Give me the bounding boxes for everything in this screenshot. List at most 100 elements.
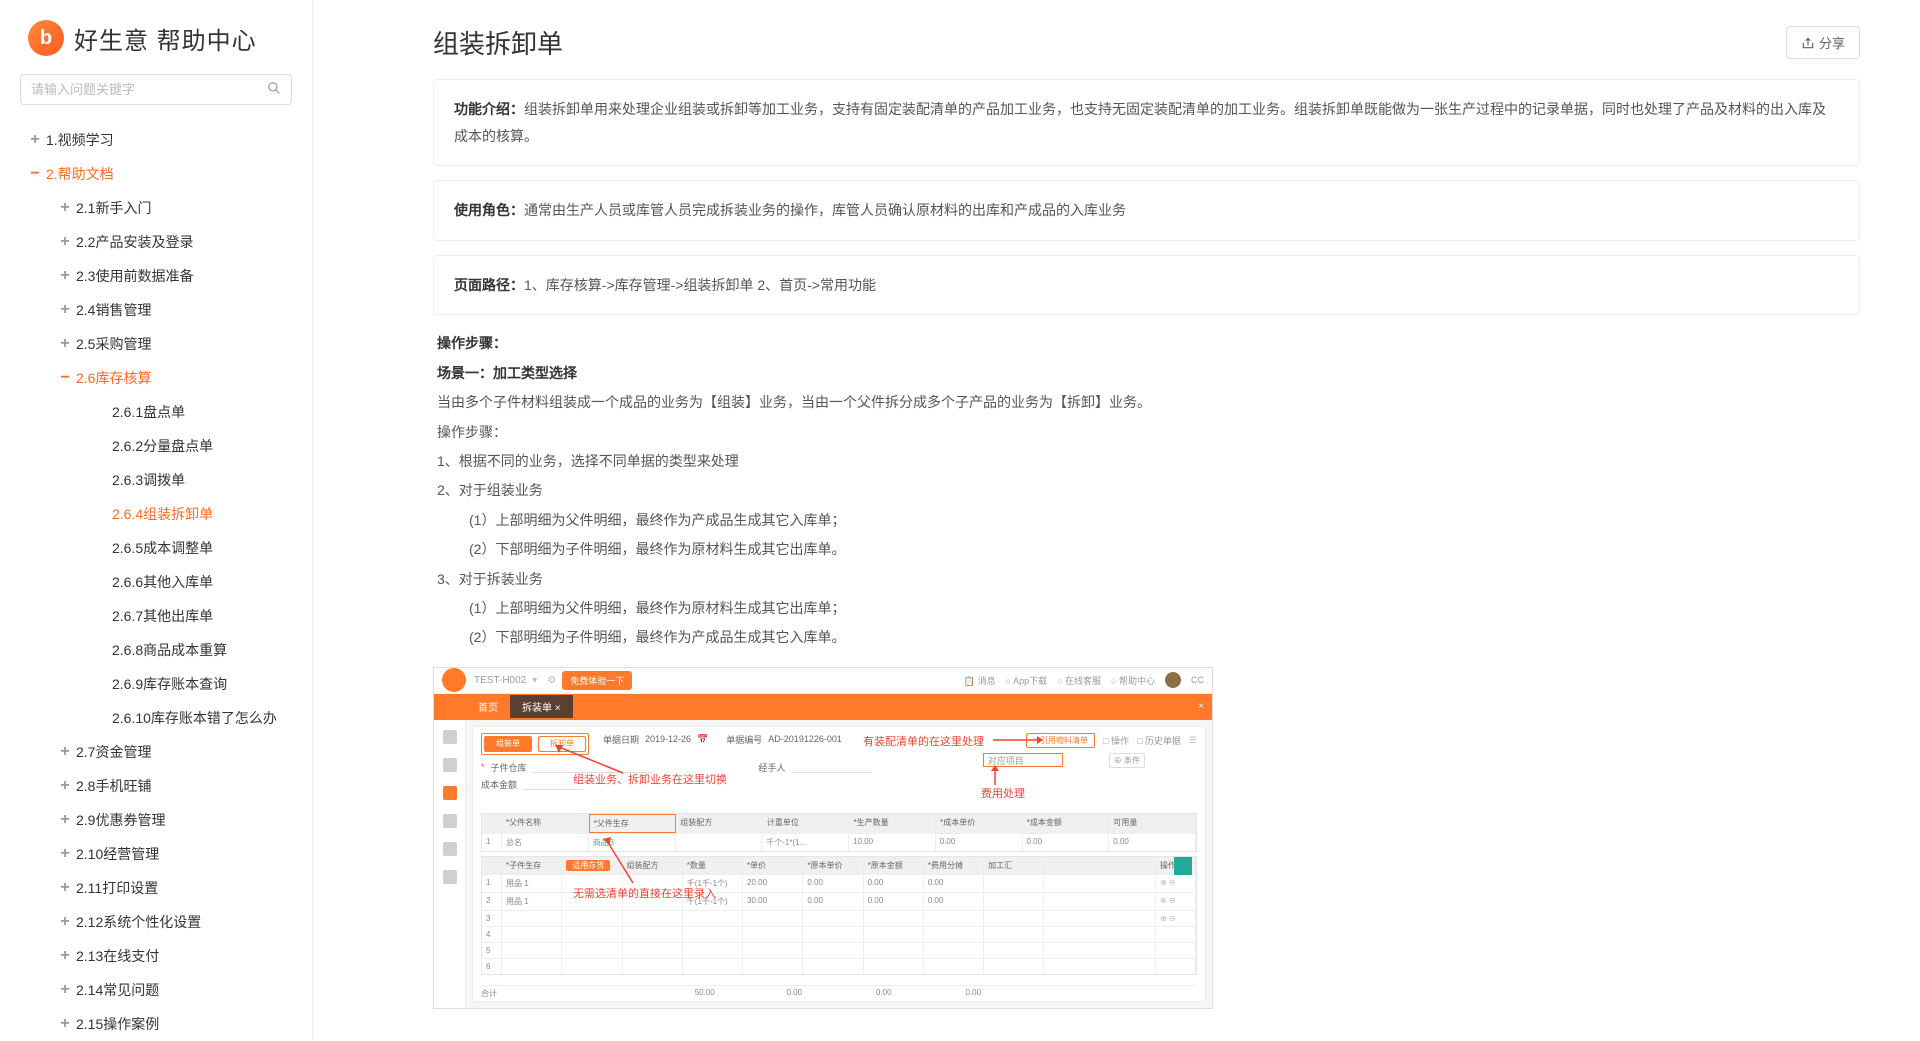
- nav-item-2-15[interactable]: +2.15操作案例: [50, 1007, 302, 1041]
- ss-tabbar: 首页 拆装单 × ×: [434, 694, 1212, 720]
- plus-icon: +: [54, 335, 76, 353]
- ss-tab-home: 首页: [466, 695, 510, 718]
- ss-top-links: 📋 消息 ○ App下载 ○ 在线客服 ○ 帮助中心 CC: [964, 672, 1204, 688]
- plus-icon: +: [54, 845, 76, 863]
- nav-leaf-2-6-2[interactable]: 2.6.2分量盘点单: [50, 429, 302, 463]
- nav-item-2-8[interactable]: +2.8手机旺铺: [50, 769, 302, 803]
- search-input[interactable]: [31, 82, 267, 97]
- nav-leaf-2-6-4[interactable]: 2.6.4组装拆卸单: [50, 497, 302, 531]
- ss-nav-icon: [443, 814, 457, 828]
- nav-item-2-14[interactable]: +2.14常见问题: [50, 973, 302, 1007]
- ss-try-button: 免费体验一下: [562, 671, 632, 690]
- step-3: 3、对于拆装业务: [437, 565, 1856, 594]
- nav-item-docs[interactable]: −2.帮助文档: [20, 157, 302, 191]
- nav-item-2-10[interactable]: +2.10经营管理: [50, 837, 302, 871]
- intro-label: 功能介绍：: [454, 101, 524, 117]
- nav-item-2-5[interactable]: +2.5采购管理: [50, 327, 302, 361]
- ss-tab-doc: 拆装单 ×: [510, 695, 573, 718]
- brand-logo-icon: b: [28, 20, 64, 56]
- plus-icon: +: [54, 301, 76, 319]
- nav-label: 2.10经营管理: [76, 844, 159, 864]
- role-box: 使用角色：通常由生产人员或库管人员完成拆装业务的操作，库管人员确认原材料的出库和…: [433, 180, 1860, 241]
- step-2-1: (1）上部明细为父件明细，最终作为产成品生成其它入库单；: [437, 506, 1856, 535]
- nav: +1.视频学习 −2.帮助文档 +2.1新手入门 +2.2产品安装及登录 +2.…: [20, 123, 312, 1041]
- nav-item-2-11[interactable]: +2.11打印设置: [50, 871, 302, 905]
- step-1: 1、根据不同的业务，选择不同单据的类型来处理: [437, 447, 1856, 476]
- plus-icon: +: [54, 981, 76, 999]
- minus-icon: −: [24, 165, 46, 183]
- ss-date-val: 2019-12-26: [645, 734, 691, 744]
- brand: b 好生意 帮助中心: [20, 20, 312, 56]
- nav-label: 1.视频学习: [46, 130, 114, 150]
- plus-icon: +: [54, 1015, 76, 1033]
- nav-label: 2.12系统个性化设置: [76, 912, 201, 932]
- nav-label: 2.11打印设置: [76, 878, 158, 898]
- role-label: 使用角色：: [454, 202, 524, 218]
- nav-leaf-2-6-8[interactable]: 2.6.8商品成本重算: [50, 633, 302, 667]
- plus-icon: +: [54, 743, 76, 761]
- nav-leaf-2-6-6[interactable]: 2.6.6其他入库单: [50, 565, 302, 599]
- plus-icon: +: [54, 811, 76, 829]
- nav-label: 2.1新手入门: [76, 198, 151, 218]
- step-3-1: (1）上部明细为父件明细，最终作为原材料生成其它出库单；: [437, 594, 1856, 623]
- nav-item-2-3[interactable]: +2.3使用前数据准备: [50, 259, 302, 293]
- arrow-icon: [603, 837, 643, 887]
- ss-child-table: *子件生存 适用存货 组装配方 *数量 *单价 *原本单价 *原本金额 *费用分…: [481, 856, 1197, 975]
- nav-item-video[interactable]: +1.视频学习: [20, 123, 302, 157]
- plus-icon: +: [54, 947, 76, 965]
- ss-parent-table: *父件名称 *父件生存 组装配方 计重单位 *生产数量 *成本单价 *成本金额 …: [481, 813, 1197, 852]
- close-icon: ×: [1198, 701, 1212, 712]
- nav-item-2-6[interactable]: −2.6库存核算: [50, 361, 302, 395]
- nav-item-2-13[interactable]: +2.13在线支付: [50, 939, 302, 973]
- search-icon[interactable]: [267, 81, 281, 98]
- ss-nav-icon: [443, 842, 457, 856]
- chevron-down-icon: ▾: [532, 675, 537, 686]
- nav-item-2-7[interactable]: +2.7资金管理: [50, 735, 302, 769]
- nav-leaf-2-6-10[interactable]: 2.6.10库存账本错了怎么办: [50, 701, 302, 735]
- ss-tenant: TEST-H002: [474, 675, 526, 686]
- intro-box: 功能介绍：组装拆卸单用来处理企业组装或拆卸等加工业务，支持有固定装配清单的产品加…: [433, 79, 1860, 166]
- plus-icon: +: [54, 879, 76, 897]
- ss-expand-icon: [1174, 857, 1192, 875]
- share-button[interactable]: 分享: [1786, 26, 1860, 59]
- sidebar: b 好生意 帮助中心 +1.视频学习 −2.帮助文档 +2.1新手入门 +2.2…: [0, 0, 313, 1041]
- nav-label: 2.13在线支付: [76, 946, 159, 966]
- main-content: 组装拆卸单 分享 功能介绍：组装拆卸单用来处理企业组装或拆卸等加工业务，支持有固…: [313, 0, 1920, 1041]
- gear-icon: ⚙: [547, 675, 556, 686]
- ss-nav-icon: [443, 870, 457, 884]
- minus-icon: −: [54, 369, 76, 387]
- nav-item-2-1[interactable]: +2.1新手入门: [50, 191, 302, 225]
- nav-leaf-2-6-7[interactable]: 2.6.7其他出库单: [50, 599, 302, 633]
- nav-leaf-2-6-1[interactable]: 2.6.1盘点单: [50, 395, 302, 429]
- nav-item-2-4[interactable]: +2.4销售管理: [50, 293, 302, 327]
- step-header: 操作步骤：: [437, 418, 1856, 447]
- app-screenshot: TEST-H002 ▾ ⚙ 免费体验一下 📋 消息 ○ App下载 ○ 在线客服…: [433, 667, 1213, 1009]
- ss-ops-link: 操作: [1111, 736, 1129, 746]
- nav-label: 2.6库存核算: [76, 368, 151, 388]
- ss-code-label: 单据编号: [726, 733, 762, 746]
- ss-link: 在线客服: [1065, 676, 1101, 686]
- search-box[interactable]: [20, 74, 292, 105]
- share-icon: [1801, 36, 1815, 50]
- nav-label: 2.14常见问题: [76, 980, 159, 1000]
- nav-label: 2.4销售管理: [76, 300, 151, 320]
- calendar-icon: 📅: [697, 734, 708, 745]
- ss-anno-3: 费用处理: [981, 785, 1025, 801]
- ss-logo-icon: [442, 668, 466, 692]
- step-2: 2、对于组装业务: [437, 476, 1856, 505]
- nav-item-2-9[interactable]: +2.9优惠券管理: [50, 803, 302, 837]
- more-icon: ☰: [1189, 735, 1197, 746]
- nav-leaf-2-6-3[interactable]: 2.6.3调拨单: [50, 463, 302, 497]
- step-2-2: (2）下部明细为子件明细，最终作为原材料生成其它出库单。: [437, 535, 1856, 564]
- ss-nav-icon: [443, 786, 457, 800]
- path-body: 1、库存核算->库存管理->组装拆卸单 2、首页->常用功能: [524, 277, 876, 293]
- nav-leaf-2-6-9[interactable]: 2.6.9库存账本查询: [50, 667, 302, 701]
- arrow-icon: [553, 743, 633, 777]
- nav-item-2-2[interactable]: +2.2产品安装及登录: [50, 225, 302, 259]
- ss-anno-4: 无需选清单的直接在这里录入: [573, 885, 716, 901]
- avatar-icon: [1165, 672, 1181, 688]
- nav-leaf-2-6-5[interactable]: 2.6.5成本调整单: [50, 531, 302, 565]
- plus-icon: +: [24, 131, 46, 149]
- ss-history-link: 历史单据: [1145, 736, 1181, 746]
- nav-item-2-12[interactable]: +2.12系统个性化设置: [50, 905, 302, 939]
